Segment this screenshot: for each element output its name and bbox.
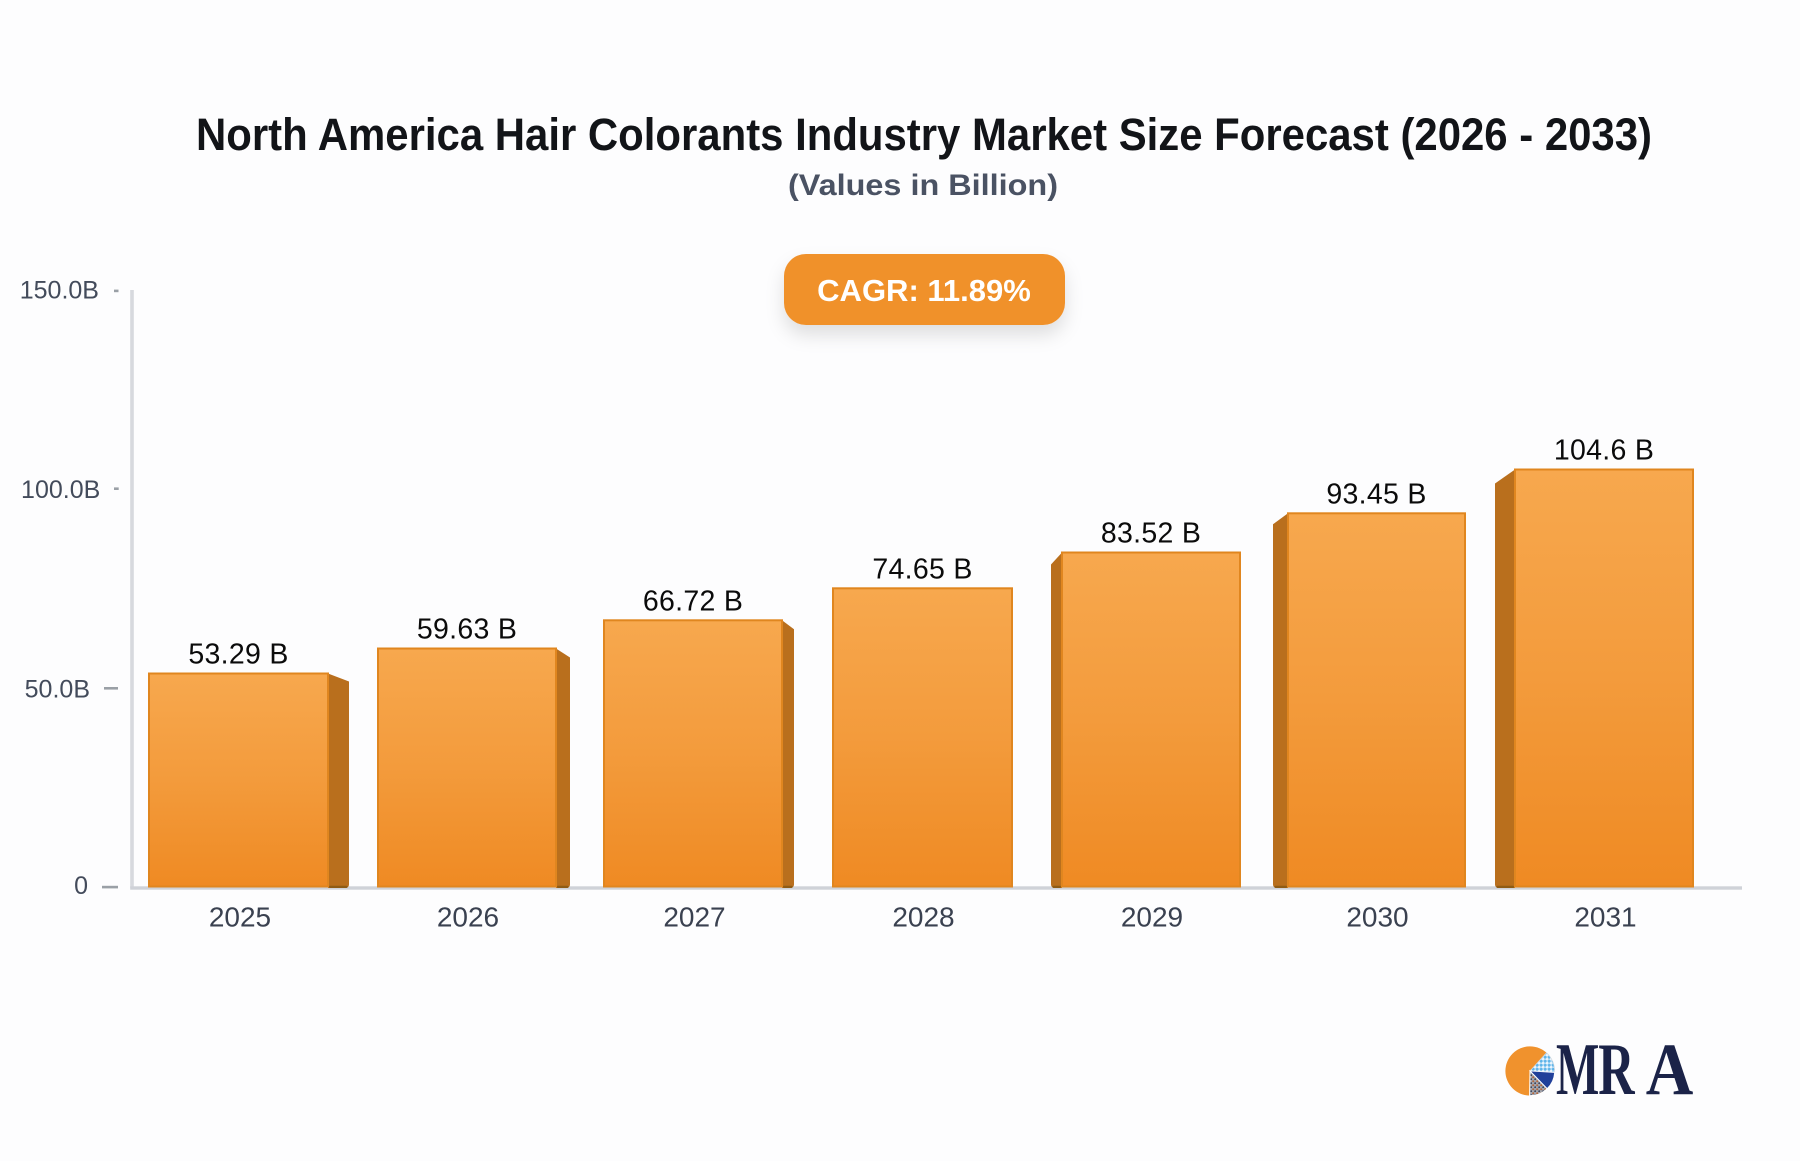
svg-text:M: M — [1556, 1029, 1599, 1111]
svg-text:100.0B: 100.0B — [21, 476, 100, 504]
svg-text:104.6 B: 104.6 B — [1554, 435, 1654, 467]
svg-text:50.0B: 50.0B — [25, 676, 90, 704]
svg-text:R: R — [1598, 1029, 1635, 1111]
svg-text:66.72 B: 66.72 B — [643, 585, 743, 617]
svg-text:2029: 2029 — [1121, 902, 1183, 933]
svg-text:53.29 B: 53.29 B — [188, 639, 288, 671]
svg-text:2028: 2028 — [892, 902, 954, 933]
svg-text:93.45 B: 93.45 B — [1326, 478, 1426, 510]
svg-text:150.0B: 150.0B — [20, 277, 99, 305]
svg-text:(Values in Billion): (Values in Billion) — [788, 169, 1058, 202]
svg-text:83.52 B: 83.52 B — [1101, 518, 1201, 550]
svg-text:0: 0 — [74, 872, 88, 900]
svg-text:2025: 2025 — [209, 902, 271, 933]
svg-text:2027: 2027 — [663, 902, 725, 933]
svg-text:North America Hair Colorants I: North America Hair Colorants Industry Ma… — [196, 109, 1652, 160]
svg-text:74.65 B: 74.65 B — [872, 553, 972, 585]
svg-text:CAGR: 11.89%: CAGR: 11.89% — [817, 273, 1031, 308]
svg-text:2031: 2031 — [1574, 902, 1636, 933]
svg-text:A: A — [1646, 1030, 1694, 1111]
svg-text:2026: 2026 — [437, 902, 499, 933]
svg-text:59.63 B: 59.63 B — [417, 614, 517, 646]
svg-text:2030: 2030 — [1346, 902, 1408, 933]
